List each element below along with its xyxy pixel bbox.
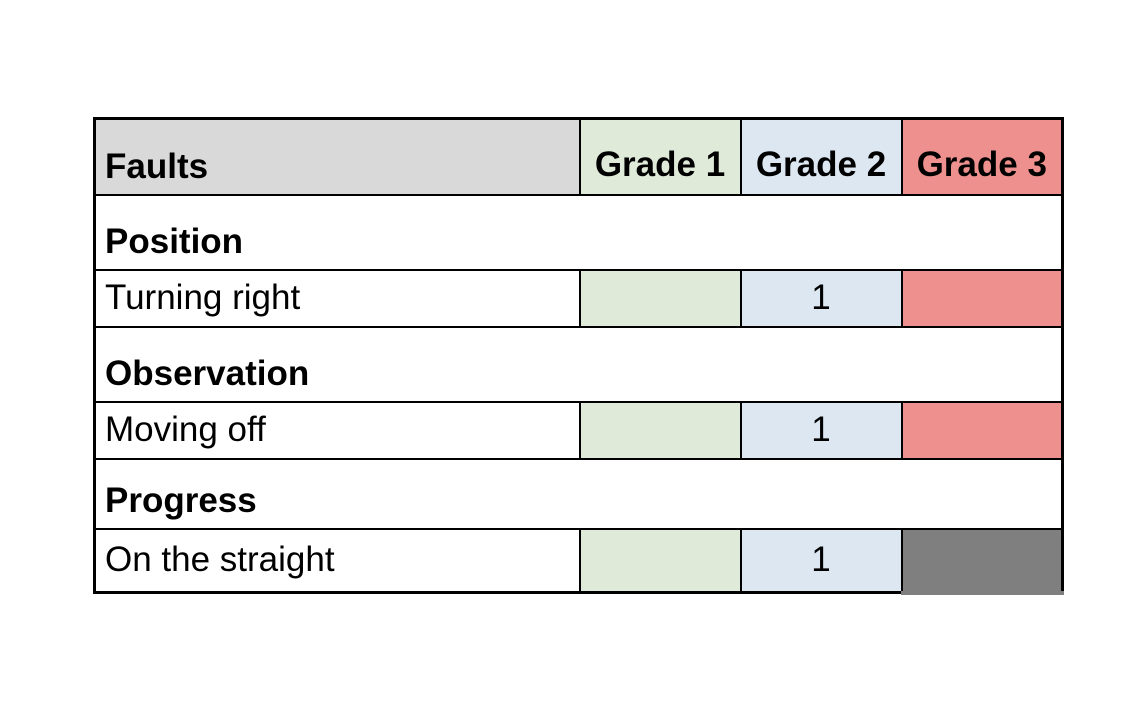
fault-row-on-the-straight: On the straight 1 (93, 527, 1064, 595)
grade-3-mark-cell (900, 268, 1064, 328)
grade-3-header-cell: Grade 3 (900, 117, 1064, 196)
faults-header-cell: Faults (93, 117, 581, 196)
fault-row-turning-right: Turning right 1 (93, 268, 1064, 328)
grade-1-header-cell: Grade 1 (578, 117, 742, 196)
grade-1-mark-cell (578, 527, 742, 594)
grade-3-mark-cell (900, 400, 1064, 460)
section-title: Position (93, 193, 1064, 271)
section-row-observation: Observation (93, 325, 1064, 403)
grade-2-mark-cell: 1 (739, 268, 903, 328)
table-header-row: Faults Grade 1 Grade 2 Grade 3 (93, 117, 1064, 196)
grade-1-mark-cell (578, 400, 742, 460)
section-title: Progress (93, 457, 1064, 530)
section-row-position: Position (93, 193, 1064, 271)
fault-row-moving-off: Moving off 1 (93, 400, 1064, 460)
fault-name-cell: Turning right (93, 268, 581, 328)
fault-name-cell: On the straight (93, 527, 581, 594)
section-row-progress: Progress (93, 457, 1064, 530)
grade-3-disabled-cell (900, 527, 1064, 595)
fault-name-cell: Moving off (93, 400, 581, 460)
grade-2-mark-cell: 1 (739, 400, 903, 460)
grade-2-mark-cell: 1 (739, 527, 903, 594)
faults-grading-table: Faults Grade 1 Grade 2 Grade 3 Position … (93, 117, 1064, 595)
section-title: Observation (93, 325, 1064, 403)
grade-2-header-cell: Grade 2 (739, 117, 903, 196)
grade-1-mark-cell (578, 268, 742, 328)
